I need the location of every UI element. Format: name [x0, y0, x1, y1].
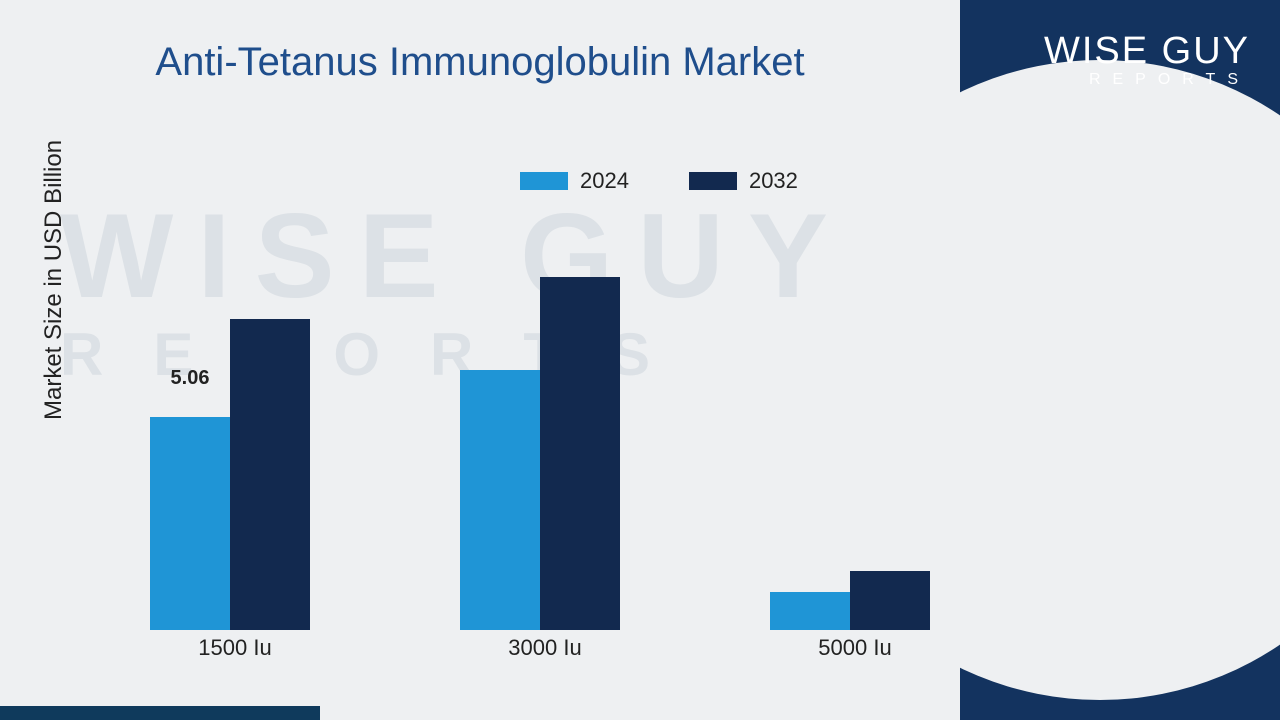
bar-3000Iu-2024: [460, 370, 540, 630]
bottom-accent-bar: [0, 706, 320, 720]
legend-swatch-2024: [520, 172, 568, 190]
value-label: 5.06: [171, 367, 210, 390]
brand-line1: WISE GUY: [1044, 30, 1250, 73]
bar-3000Iu-2032: [540, 277, 620, 630]
bar-5000Iu-2024: [770, 592, 850, 630]
legend-item-2032: 2032: [689, 168, 798, 194]
legend-label-2024: 2024: [580, 168, 629, 194]
legend-label-2032: 2032: [749, 168, 798, 194]
brand-logo: WISE GUY REPORTS: [1044, 30, 1250, 89]
legend-swatch-2032: [689, 172, 737, 190]
bar-1500Iu-2032: [230, 319, 310, 630]
y-axis-label: Market Size in USD Billion: [40, 140, 68, 420]
plot-area: 1500 Iu3000 Iu5000 Iu5.06: [120, 210, 940, 630]
chart-area: 1500 Iu3000 Iu5000 Iu5.06: [120, 210, 940, 650]
legend: 2024 2032: [520, 168, 798, 194]
bar-1500Iu-2024: [150, 417, 230, 630]
chart-canvas: WISE GUY REPORTS Anti-Tetanus Immunoglob…: [0, 0, 1280, 720]
chart-title: Anti-Tetanus Immunoglobulin Market: [0, 40, 960, 85]
legend-item-2024: 2024: [520, 168, 629, 194]
brand-line2: REPORTS: [1044, 71, 1250, 89]
x-label-5000Iu: 5000 Iu: [770, 635, 940, 661]
x-label-3000Iu: 3000 Iu: [460, 635, 630, 661]
bar-5000Iu-2032: [850, 571, 930, 630]
x-label-1500Iu: 1500 Iu: [150, 635, 320, 661]
